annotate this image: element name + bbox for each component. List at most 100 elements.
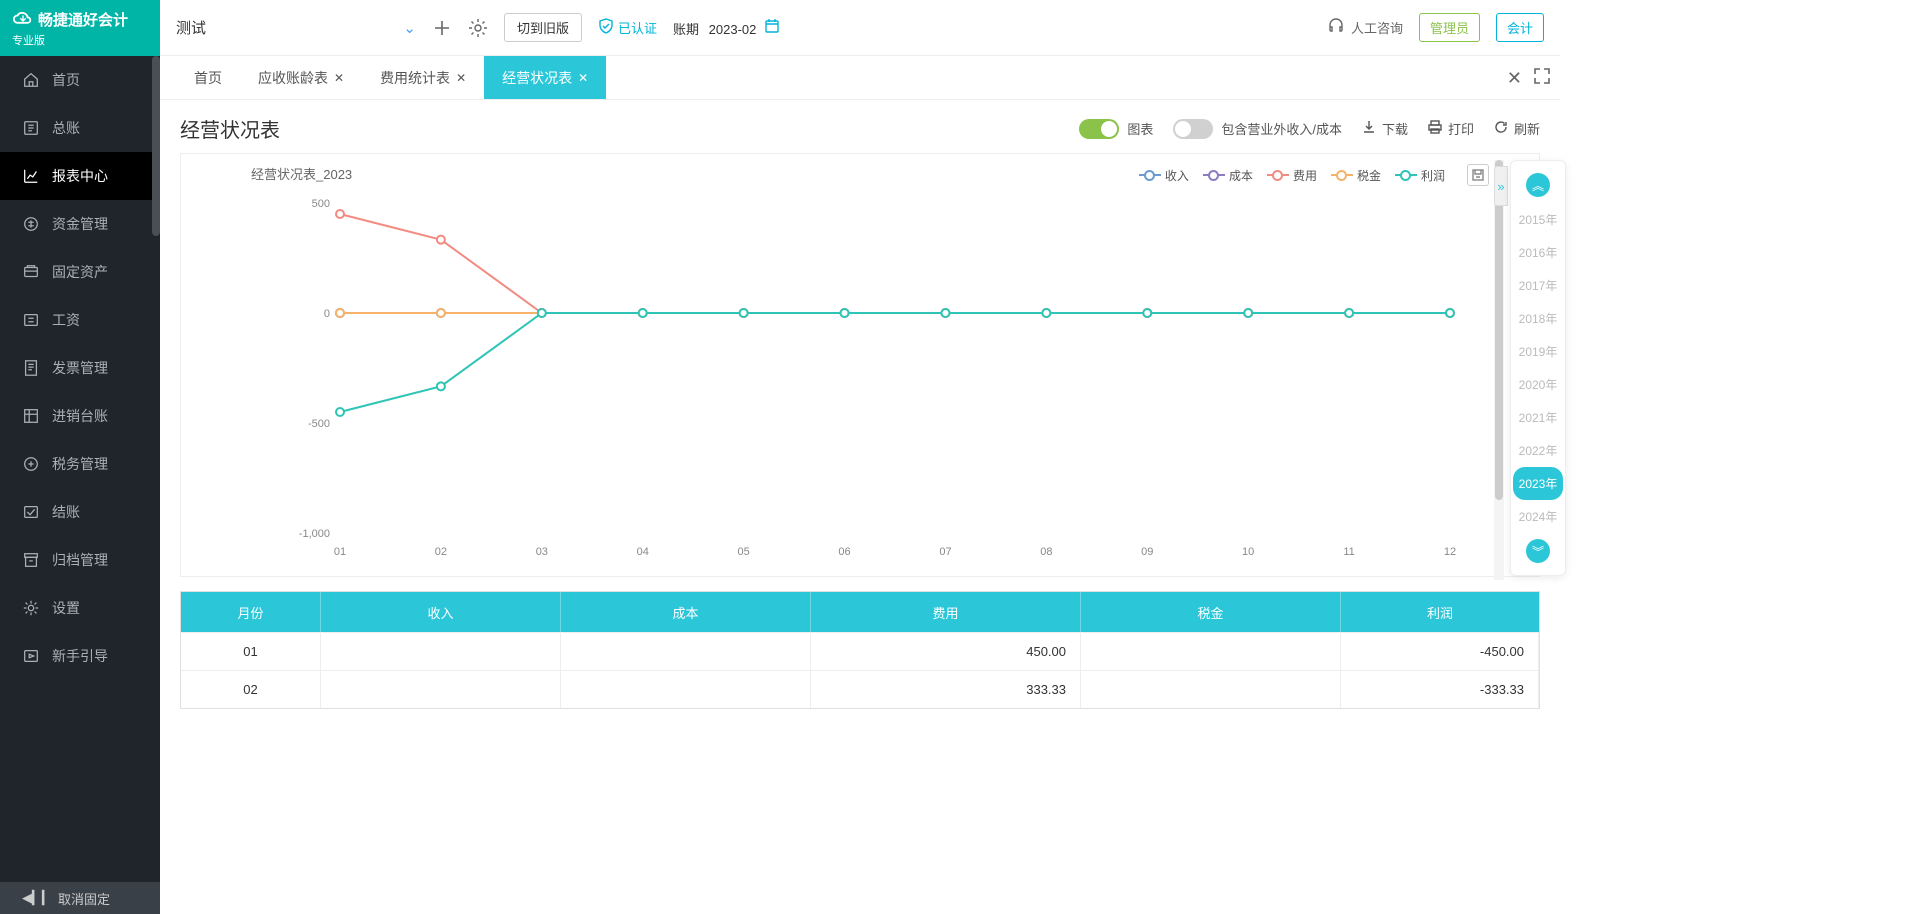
year-option[interactable]: 2019年 xyxy=(1513,335,1564,368)
legend-item[interactable]: 成本 xyxy=(1203,167,1253,184)
switch-old-button[interactable]: 切到旧版 xyxy=(504,13,582,42)
year-option[interactable]: 2020年 xyxy=(1513,368,1564,401)
add-icon[interactable] xyxy=(432,18,452,38)
chart-toggle[interactable] xyxy=(1079,119,1119,139)
sidebar-item-archive[interactable]: 归档管理 xyxy=(0,536,160,584)
year-option[interactable]: 2017年 xyxy=(1513,269,1564,302)
asset-icon xyxy=(22,263,40,281)
role-accounting-button[interactable]: 会计 xyxy=(1496,13,1544,42)
sidebar-item-guide[interactable]: 新手引导 xyxy=(0,632,160,680)
tab[interactable]: 首页 xyxy=(176,56,240,99)
legend-item[interactable]: 税金 xyxy=(1331,167,1381,184)
year-option[interactable]: 2016年 xyxy=(1513,236,1564,269)
tab-label: 经营状况表 xyxy=(502,68,572,88)
sidebar-item-setting[interactable]: 设置 xyxy=(0,584,160,632)
legend-marker xyxy=(1139,171,1161,179)
svg-text:12: 12 xyxy=(1444,546,1456,558)
year-option[interactable]: 2022年 xyxy=(1513,434,1564,467)
table-cell: 02 xyxy=(181,671,321,708)
sidebar-item-salary[interactable]: 工资 xyxy=(0,296,160,344)
setting-icon xyxy=(22,599,40,617)
pin-toggle[interactable]: ◀▎▎ 取消固定 xyxy=(0,882,160,914)
table-col-header: 费用 xyxy=(811,592,1081,632)
download-button[interactable]: 下载 xyxy=(1362,119,1408,138)
tab[interactable]: 费用统计表 ✕ xyxy=(362,56,484,99)
tab-close-icon[interactable]: ✕ xyxy=(578,71,588,85)
svg-text:-1,000: -1,000 xyxy=(299,528,330,540)
print-label: 打印 xyxy=(1448,119,1474,138)
print-button[interactable]: 打印 xyxy=(1428,119,1474,138)
archive-icon xyxy=(22,551,40,569)
tab-label: 首页 xyxy=(194,68,222,88)
year-down-button[interactable]: ︾ xyxy=(1526,539,1550,563)
tax-icon xyxy=(22,455,40,473)
sidebar-scrollbar[interactable] xyxy=(152,56,160,236)
sidebar-item-report[interactable]: 报表中心 xyxy=(0,152,160,200)
gear-icon[interactable] xyxy=(468,18,488,38)
svg-text:0: 0 xyxy=(324,308,330,320)
refresh-label: 刷新 xyxy=(1514,119,1540,138)
certified-badge[interactable]: 已认证 xyxy=(598,18,657,37)
chart-container: 经营状况表_2023 收入成本费用税金利润 -1,000-50005000102… xyxy=(180,153,1540,577)
sidebar-item-home[interactable]: 首页 xyxy=(0,56,160,104)
save-chart-icon[interactable] xyxy=(1467,164,1489,186)
content-scrollbar[interactable] xyxy=(1494,160,1504,580)
tab[interactable]: 应收账龄表✕ xyxy=(240,56,362,99)
expand-handle[interactable]: » xyxy=(1494,166,1508,206)
year-option[interactable]: 2024年 xyxy=(1513,500,1564,533)
year-option[interactable]: 2015年 xyxy=(1513,203,1564,236)
sidebar-item-stock[interactable]: 进销台账 xyxy=(0,392,160,440)
shield-icon xyxy=(598,18,614,37)
certified-label: 已认证 xyxy=(618,18,657,37)
year-option[interactable]: 2018年 xyxy=(1513,302,1564,335)
chart-legend: 收入 成本费用税金利润 xyxy=(1139,164,1489,186)
stock-icon xyxy=(22,407,40,425)
legend-label: 成本 xyxy=(1229,167,1253,184)
calendar-icon[interactable] xyxy=(764,22,780,37)
report-icon xyxy=(22,167,40,185)
svg-text:08: 08 xyxy=(1040,546,1052,558)
include-toggle[interactable] xyxy=(1173,119,1213,139)
tab-label: 费用统计表 xyxy=(380,68,450,88)
sidebar-item-close[interactable]: 结账 xyxy=(0,488,160,536)
table-cell: 01 xyxy=(181,633,321,670)
tab[interactable]: 经营状况表 ✕ xyxy=(484,56,606,99)
sidebar-item-fund[interactable]: 资金管理 xyxy=(0,200,160,248)
role-admin-button[interactable]: 管理员 xyxy=(1419,13,1480,42)
download-label: 下载 xyxy=(1382,119,1408,138)
svg-text:04: 04 xyxy=(637,546,649,558)
svg-text:06: 06 xyxy=(838,546,850,558)
org-name: 测试 xyxy=(176,17,206,38)
table-header: 月份收入成本费用税金利润 xyxy=(181,592,1539,632)
period-value: 2023-02 xyxy=(709,22,757,37)
page-title: 经营状况表 xyxy=(180,114,280,143)
table-cell xyxy=(1081,671,1341,708)
sidebar-item-ledger[interactable]: 总账 xyxy=(0,104,160,152)
fullscreen-icon[interactable] xyxy=(1532,66,1552,86)
tab-close-icon[interactable]: ✕ xyxy=(456,71,466,85)
svg-text:500: 500 xyxy=(312,198,330,210)
sidebar-item-tax[interactable]: 税务管理 xyxy=(0,440,160,488)
table-cell xyxy=(321,633,561,670)
close-icon[interactable]: ✕ xyxy=(1507,68,1522,89)
tab-close-icon[interactable]: ✕ xyxy=(334,71,344,85)
legend-marker xyxy=(1395,171,1417,179)
year-option[interactable]: 2021年 xyxy=(1513,401,1564,434)
fund-icon xyxy=(22,215,40,233)
sidebar-item-invoice[interactable]: 发票管理 xyxy=(0,344,160,392)
sidebar-item-asset[interactable]: 固定资产 xyxy=(0,248,160,296)
legend-marker xyxy=(1331,171,1353,179)
org-selector[interactable]: 测试 ⌄ xyxy=(176,17,416,38)
table-cell xyxy=(561,633,811,670)
table-body: 01450.00-450.0002333.33-333.33 xyxy=(181,632,1539,708)
legend-item[interactable]: 费用 xyxy=(1267,167,1317,184)
sidebar-item-label: 资金管理 xyxy=(52,214,108,234)
refresh-button[interactable]: 刷新 xyxy=(1494,119,1540,138)
data-table: 月份收入成本费用税金利润 01450.00-450.0002333.33-333… xyxy=(180,591,1540,709)
year-option[interactable]: 2023年 xyxy=(1513,467,1564,500)
consult-button[interactable]: 人工咨询 xyxy=(1327,17,1403,38)
legend-item[interactable]: 收入 xyxy=(1139,167,1189,184)
download-icon xyxy=(1362,120,1376,137)
year-up-button[interactable]: ︽ xyxy=(1526,173,1550,197)
legend-item[interactable]: 利润 xyxy=(1395,167,1445,184)
